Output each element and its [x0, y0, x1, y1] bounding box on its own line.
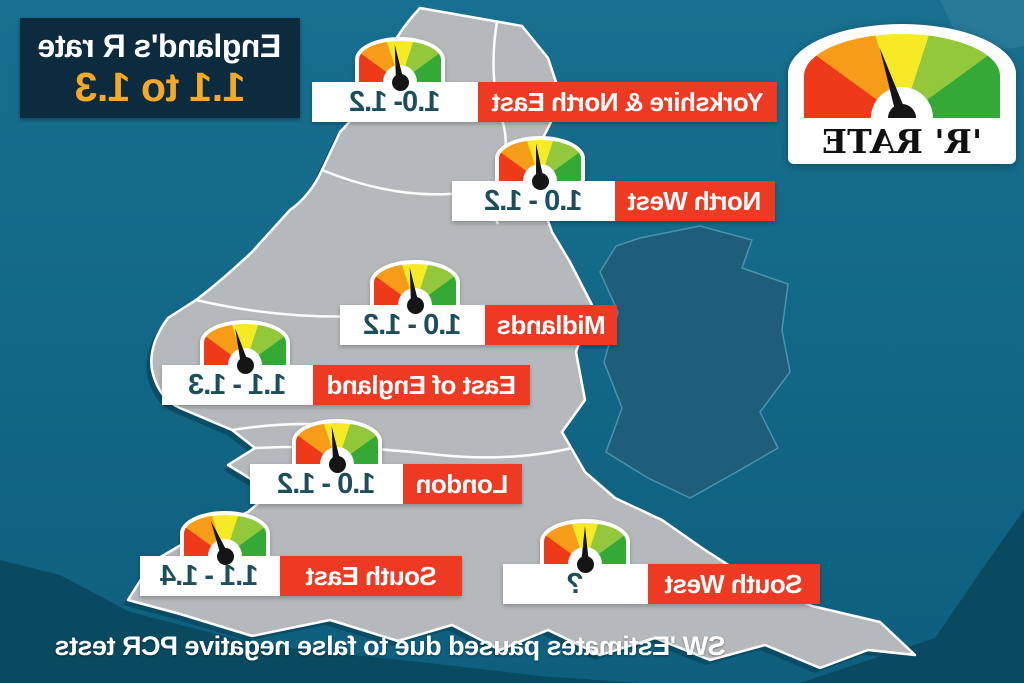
value-box: 1.1 - 1.3 — [162, 365, 313, 405]
region-value: ? — [567, 567, 584, 600]
region-value: 1.0 - 1.2 — [277, 467, 376, 500]
region-row-london: 1.0 - 1.2 London — [250, 419, 522, 504]
r-rate-logo: 'R' RATE — [788, 24, 1016, 164]
region-name: Midlands — [496, 309, 606, 340]
logo-band: 'R' RATE — [788, 118, 1016, 164]
region-name: London — [416, 468, 509, 499]
value-box: 1.0 - 1.2 — [250, 464, 403, 504]
region-name: South West — [665, 568, 803, 599]
region-row-south-west: ? South West — [503, 519, 820, 604]
region-name: South East — [305, 560, 437, 591]
gauge-icon — [540, 519, 630, 575]
value-box: 1.0 - 1.2 — [452, 181, 615, 221]
name-box: Midlands — [485, 305, 617, 345]
headline-title: England's R rate — [38, 28, 282, 64]
name-box: North West — [615, 181, 775, 221]
logo-label: 'R' RATE — [821, 121, 983, 161]
value-box: 1.0 - 1.2 — [340, 305, 485, 345]
region-value: 1.0 - 1.2 — [484, 184, 583, 217]
name-box: East of England — [313, 365, 530, 405]
region-value: 1.1 - 1.3 — [188, 368, 287, 401]
region-name: Yorkshire & North East — [491, 86, 764, 117]
footnote-text: SW 'Estimates paused due to false negati… — [54, 630, 726, 661]
gauge-icon — [370, 260, 460, 316]
gauge-icon — [200, 320, 290, 376]
gauge-icon — [355, 37, 445, 93]
name-box: South East — [280, 556, 462, 596]
region-row-yorkshire-north-east: 1.0- 1.2 Yorkshire & North East — [312, 37, 777, 122]
name-box: London — [403, 464, 522, 504]
headline-box: England's R rate 1.1 to 1.3 — [20, 18, 300, 118]
region-row-east-of-england: 1.1 - 1.3 East of England — [162, 320, 530, 405]
region-row-north-west: 1.0 - 1.2 North West — [452, 136, 775, 221]
southwest-sea-shade — [800, 510, 1024, 683]
gauge-icon — [180, 511, 270, 567]
wales-silhouette — [599, 225, 791, 499]
neighbour-land — [940, 0, 1024, 49]
region-value: 1.0 - 1.2 — [363, 308, 462, 341]
region-row-midlands: 1.0 - 1.2 Midlands — [340, 260, 617, 345]
name-box: South West — [648, 564, 820, 604]
channel-shade — [0, 560, 640, 683]
gauge-icon — [292, 419, 382, 475]
value-box: ? — [503, 564, 648, 604]
value-box: 1.1 - 1.4 — [140, 556, 280, 596]
name-box: Yorkshire & North East — [478, 82, 777, 122]
headline-subtitle: 1.1 to 1.3 — [74, 64, 246, 110]
footnote: SW 'Estimates paused due to false negati… — [15, 624, 765, 668]
value-box: 1.0- 1.2 — [312, 82, 478, 122]
region-name: North West — [628, 185, 762, 216]
gauge-icon — [495, 136, 585, 192]
region-value: 1.0- 1.2 — [349, 85, 441, 118]
gauge-needle-icon — [581, 526, 589, 564]
region-name: East of England — [327, 369, 516, 400]
region-value: 1.1 - 1.4 — [161, 559, 259, 592]
region-row-south-east: 1.1 - 1.4 South East — [140, 511, 462, 596]
